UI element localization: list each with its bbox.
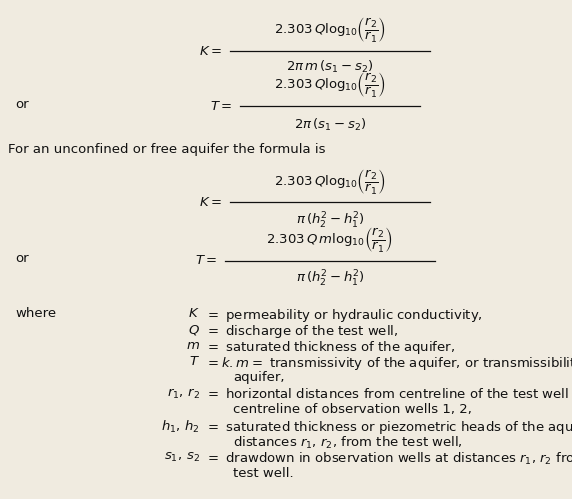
Text: $=$ saturated thickness or piezometric heads of the aquifer at: $=$ saturated thickness or piezometric h… bbox=[205, 419, 572, 436]
Text: or: or bbox=[15, 252, 29, 265]
Text: $T =$: $T =$ bbox=[194, 254, 217, 267]
Text: $=$ drawdown in observation wells at distances $r_1$, $r_2$ from the: $=$ drawdown in observation wells at dis… bbox=[205, 451, 572, 467]
Text: aquifer,: aquifer, bbox=[233, 371, 284, 384]
Text: $h_1,\,h_2$: $h_1,\,h_2$ bbox=[161, 419, 200, 435]
Text: $=$ saturated thickness of the aquifer,: $=$ saturated thickness of the aquifer, bbox=[205, 339, 455, 356]
Text: $=$ permeability or hydraulic conductivity,: $=$ permeability or hydraulic conductivi… bbox=[205, 307, 483, 324]
Text: $T$: $T$ bbox=[189, 355, 200, 368]
Text: $2.303\,Q\,m\log_{10}\!\left(\dfrac{r_2}{r_1}\right)$: $2.303\,Q\,m\log_{10}\!\left(\dfrac{r_2}… bbox=[267, 225, 394, 253]
Text: test well.: test well. bbox=[233, 467, 293, 480]
Text: centreline of observation wells 1, 2,: centreline of observation wells 1, 2, bbox=[233, 403, 472, 416]
Text: $T =$: $T =$ bbox=[210, 99, 232, 112]
Text: $2.303\,Q\log_{10}\!\left(\dfrac{r_2}{r_1}\right)$: $2.303\,Q\log_{10}\!\left(\dfrac{r_2}{r_… bbox=[274, 14, 386, 43]
Text: $= k.m =$ transmissivity of the aquifer, or transmissibility of the: $= k.m =$ transmissivity of the aquifer,… bbox=[205, 355, 572, 372]
Text: $\pi\,(h_2^2 - h_1^2)$: $\pi\,(h_2^2 - h_1^2)$ bbox=[296, 269, 364, 289]
Text: $s_1,\,s_2$: $s_1,\,s_2$ bbox=[164, 451, 200, 464]
Text: $2.303\,Q\log_{10}\!\left(\dfrac{r_2}{r_1}\right)$: $2.303\,Q\log_{10}\!\left(\dfrac{r_2}{r_… bbox=[274, 167, 386, 196]
Text: $K =$: $K =$ bbox=[199, 196, 222, 209]
Text: or: or bbox=[15, 97, 29, 110]
Text: $=$ horizontal distances from centreline of the test well to: $=$ horizontal distances from centreline… bbox=[205, 387, 572, 401]
Text: For an unconfined or free aquifer the formula is: For an unconfined or free aquifer the fo… bbox=[8, 143, 325, 156]
Text: $\pi\,(h_2^2 - h_1^2)$: $\pi\,(h_2^2 - h_1^2)$ bbox=[296, 211, 364, 231]
Text: $Q$: $Q$ bbox=[188, 323, 200, 337]
Text: distances $r_1$, $r_2$, from the test well,: distances $r_1$, $r_2$, from the test we… bbox=[233, 435, 463, 451]
Text: $2\pi\,m\,(s_1 - s_2)$: $2\pi\,m\,(s_1 - s_2)$ bbox=[287, 59, 374, 75]
Text: $m$: $m$ bbox=[186, 339, 200, 352]
Text: $2\pi\,(s_1 - s_2)$: $2\pi\,(s_1 - s_2)$ bbox=[294, 117, 366, 133]
Text: where: where bbox=[15, 307, 56, 320]
Text: $K$: $K$ bbox=[188, 307, 200, 320]
Text: $K =$: $K =$ bbox=[199, 44, 222, 57]
Text: $2.303\,Q\log_{10}\!\left(\dfrac{r_2}{r_1}\right)$: $2.303\,Q\log_{10}\!\left(\dfrac{r_2}{r_… bbox=[274, 69, 386, 98]
Text: $r_1,\,r_2$: $r_1,\,r_2$ bbox=[167, 387, 200, 401]
Text: $=$ discharge of the test well,: $=$ discharge of the test well, bbox=[205, 323, 398, 340]
